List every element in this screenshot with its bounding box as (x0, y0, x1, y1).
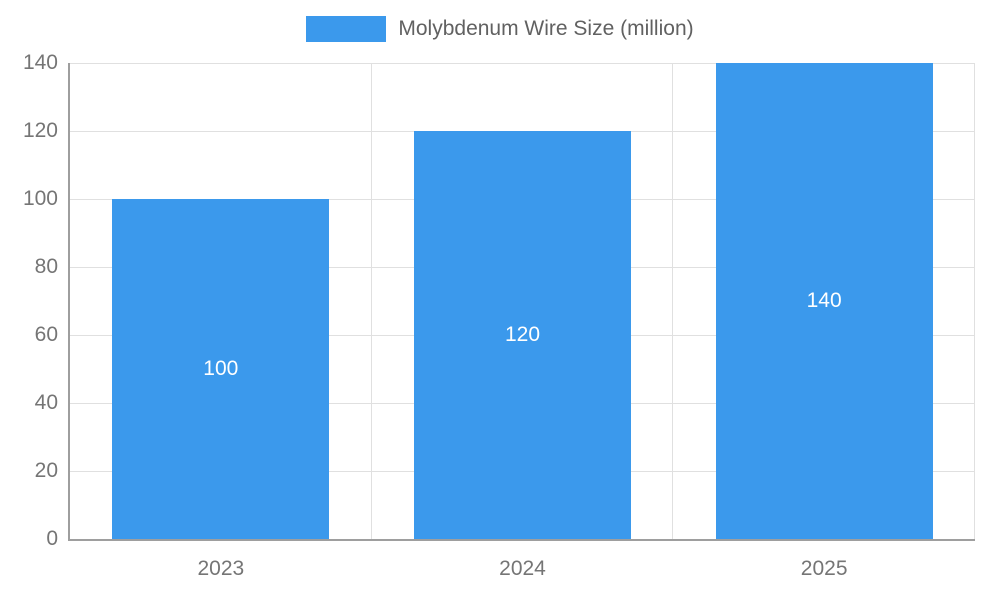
bar-2025 (715, 63, 933, 539)
x-tick-label: 2025 (800, 557, 848, 580)
gridline-horizontal (70, 63, 975, 64)
gridline-vertical (974, 63, 975, 539)
bar-value-label: 120 (504, 323, 541, 346)
y-tick-label: 100 (22, 187, 58, 210)
plot-area: 0 20 40 60 80 100 120 140 100 2023 120 2024 140 2025 (23, 51, 975, 580)
y-tick-label: 20 (34, 459, 58, 482)
y-tick-label: 0 (46, 527, 58, 550)
bar-value-label: 140 (806, 289, 842, 312)
x-tick-label: 2023 (197, 557, 245, 580)
y-tick-label: 60 (34, 323, 58, 346)
y-tick-label: 120 (22, 119, 58, 142)
bar-value-label: 100 (203, 357, 239, 380)
bar-2024 (413, 131, 632, 539)
y-tick-label: 40 (34, 391, 58, 414)
gridline-vertical (370, 63, 372, 539)
legend-label: Molybdenum Wire Size (million) (398, 17, 694, 40)
legend-swatch (306, 16, 387, 42)
gridline-vertical (672, 63, 674, 539)
bar-2023 (112, 199, 330, 539)
x-tick-label: 2024 (499, 557, 546, 580)
y-tick-label: 80 (34, 255, 58, 278)
y-tick-label: 140 (22, 51, 58, 74)
legend: Molybdenum Wire Size (million) (0, 16, 1000, 42)
